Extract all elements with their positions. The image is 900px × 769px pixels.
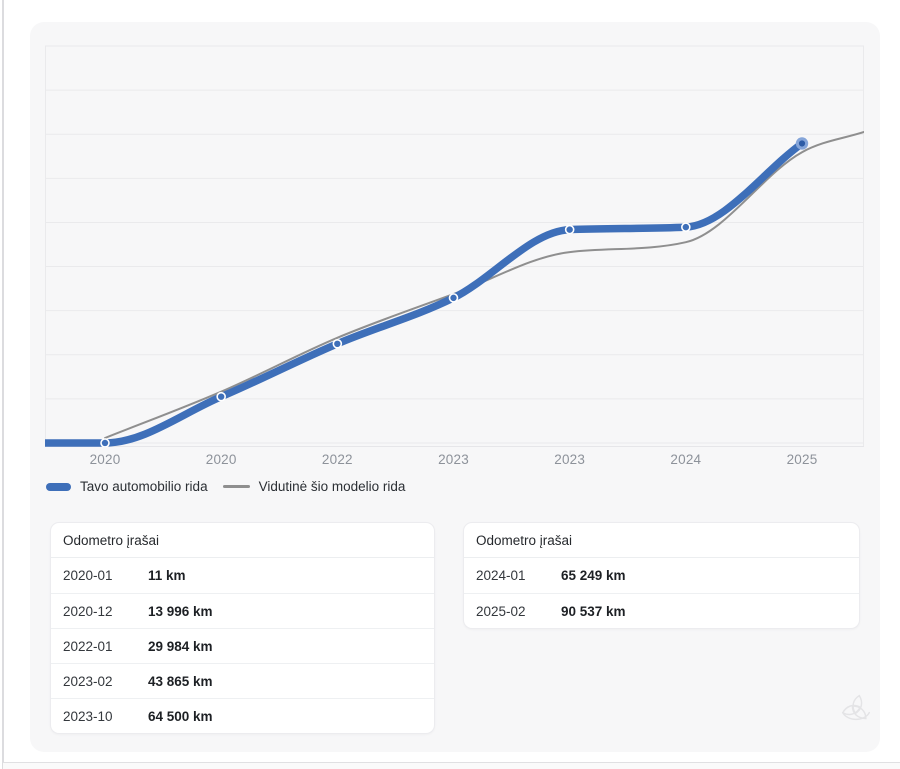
x-axis-tick-label: 2025 [786, 452, 818, 467]
odometer-record-row: 2023-10 64 500 km [51, 698, 434, 733]
page-left-divider [2, 0, 4, 769]
chart-legend: Tavo automobilio rida Vidutinė šio model… [46, 479, 405, 494]
record-kilometers: 43 865 km [148, 673, 213, 689]
your-car-line [45, 139, 806, 447]
record-kilometers: 64 500 km [148, 708, 213, 724]
odometer-record-row: 2025-02 90 537 km [464, 593, 859, 628]
odometer-records-card-2: Odometro įrašai 2024-01 65 249 km 2025-02 9… [463, 522, 860, 629]
odometer-record-row: 2023-02 43 865 km [51, 663, 434, 698]
odometer-record-row: 2020-01 11 km [51, 558, 434, 593]
average-model-swatch [222, 485, 250, 488]
record-kilometers: 11 km [148, 568, 186, 583]
record-kilometers: 13 996 km [148, 603, 213, 619]
page-bottom-divider [3, 762, 900, 769]
latest-point-marker[interactable] [798, 140, 806, 147]
odometer-record-row: 2020-12 13 996 km [51, 593, 434, 628]
legend-label: Tavo automobilio rida [80, 479, 208, 494]
record-date: 2024-01 [476, 568, 526, 583]
x-axis-labels: 2020 2020 2022 2023 2023 2024 2025 [45, 452, 864, 470]
mileage-line-chart[interactable] [45, 44, 864, 447]
odometer-card-title: Odometro įrašai [464, 523, 859, 558]
x-axis-tick-label: 2020 [205, 452, 237, 467]
x-axis-tick-label: 2024 [670, 452, 702, 467]
brand-trefoil-watermark-icon [841, 694, 871, 721]
record-date: 2025-02 [476, 603, 526, 619]
record-kilometers: 65 249 km [561, 568, 626, 583]
x-axis-tick-label: 2023 [554, 452, 586, 467]
data-point-marker[interactable] [332, 339, 343, 349]
x-axis-tick-label: 2022 [321, 452, 353, 467]
data-point-marker[interactable] [564, 224, 575, 235]
mileage-panel-card: 2020 2020 2022 2023 2023 2024 2025 Tavo automo… [30, 22, 880, 752]
record-date: 2020-12 [63, 603, 113, 619]
x-axis-tick-label: 2020 [89, 452, 121, 467]
legend-label: Vidutinė šio modelio rida [258, 479, 406, 494]
your-car-swatch [46, 482, 71, 491]
record-date: 2022-01 [63, 638, 113, 654]
data-point-marker[interactable] [100, 438, 110, 447]
average-model-line [104, 131, 864, 439]
record-date: 2023-10 [63, 708, 113, 724]
legend-item-your-car: Tavo automobilio rida [46, 479, 208, 494]
legend-item-average-model: Vidutinė šio modelio rida [222, 479, 406, 494]
record-date: 2023-02 [63, 673, 113, 689]
x-axis-tick-label: 2023 [438, 452, 469, 467]
odometer-card-title: Odometro įrašai [51, 523, 434, 558]
odometer-record-row: 2022-01 29 984 km [51, 628, 434, 663]
data-point-marker[interactable] [448, 293, 459, 303]
odometer-record-row: 2024-01 65 249 km [464, 558, 859, 593]
data-point-marker[interactable] [216, 391, 226, 402]
record-date: 2020-01 [63, 568, 113, 583]
record-kilometers: 90 537 km [561, 603, 626, 619]
odometer-records-card-1: Odometro įrašai 2020-01 11 km 2020-12 13 99… [50, 522, 435, 734]
record-kilometers: 29 984 km [148, 638, 213, 654]
data-point-marker[interactable] [681, 222, 691, 232]
